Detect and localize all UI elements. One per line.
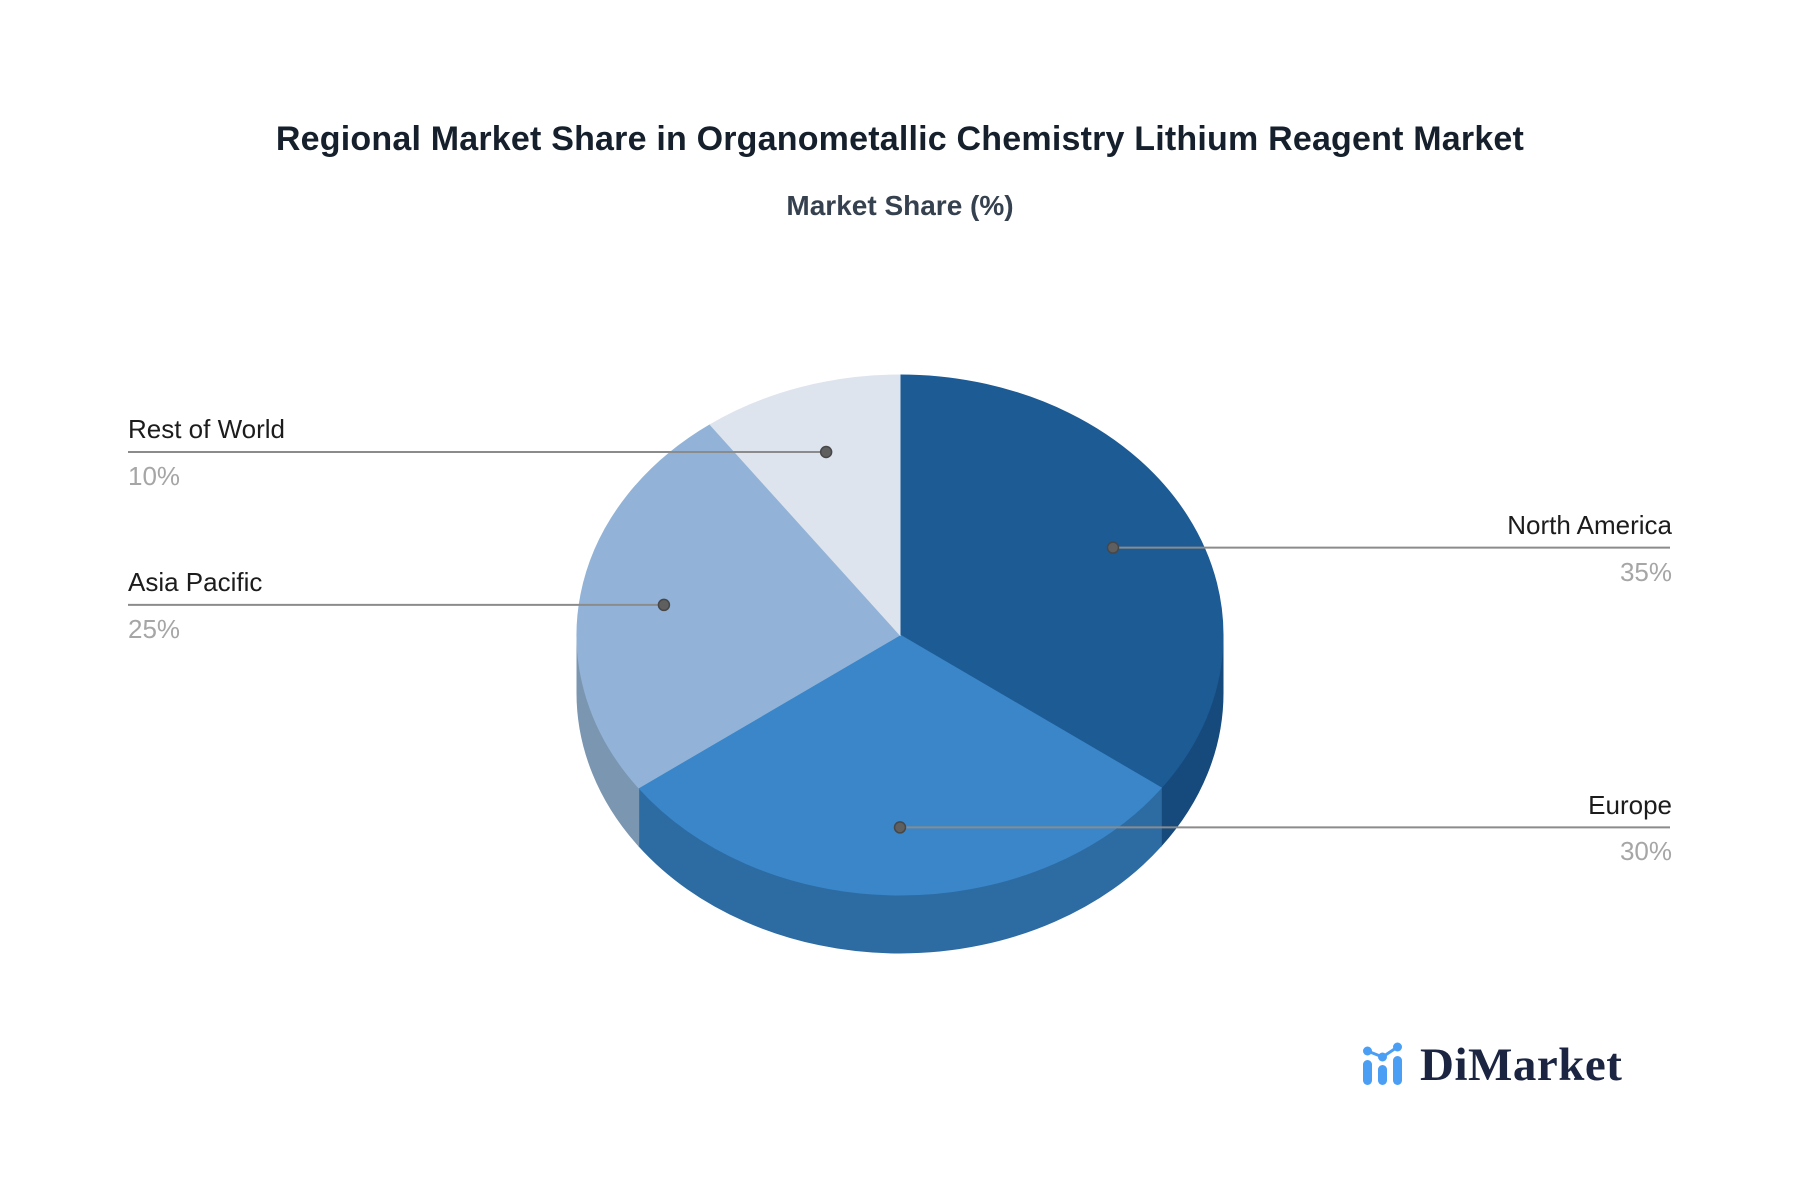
logo-text: DiMarket [1420,1039,1623,1091]
pie-slice-north-america[interactable] [899,374,1224,789]
slice-percent: 35% [1619,556,1672,587]
pie-slice-rest-of-world[interactable] [709,374,901,637]
slice-percent: 30% [1619,836,1672,867]
pie-slice-europe[interactable] [637,634,1163,896]
slice-label: Rest of World [128,414,286,445]
leader-dot-europe [893,821,907,834]
leader-dot-asia-pacific [657,598,671,612]
leader-dot-rest-of-world [819,445,833,459]
slice-percent: 10% [128,461,181,492]
chart-subtitle: Market Share (%) [786,190,1014,221]
chart-title: Regional Market Share in Organometallic … [275,120,1525,158]
leader-dot-north-america [1106,541,1120,554]
slice-label: North America [1507,509,1672,540]
slice-percent: 25% [128,613,181,644]
pie-slice-asia-pacific[interactable] [576,424,901,789]
bar-chart-icon [1363,1042,1402,1085]
slice-label: Asia Pacific [128,567,263,597]
slice-label: Europe [1588,789,1672,820]
logo: DiMarket [1362,1040,1622,1089]
